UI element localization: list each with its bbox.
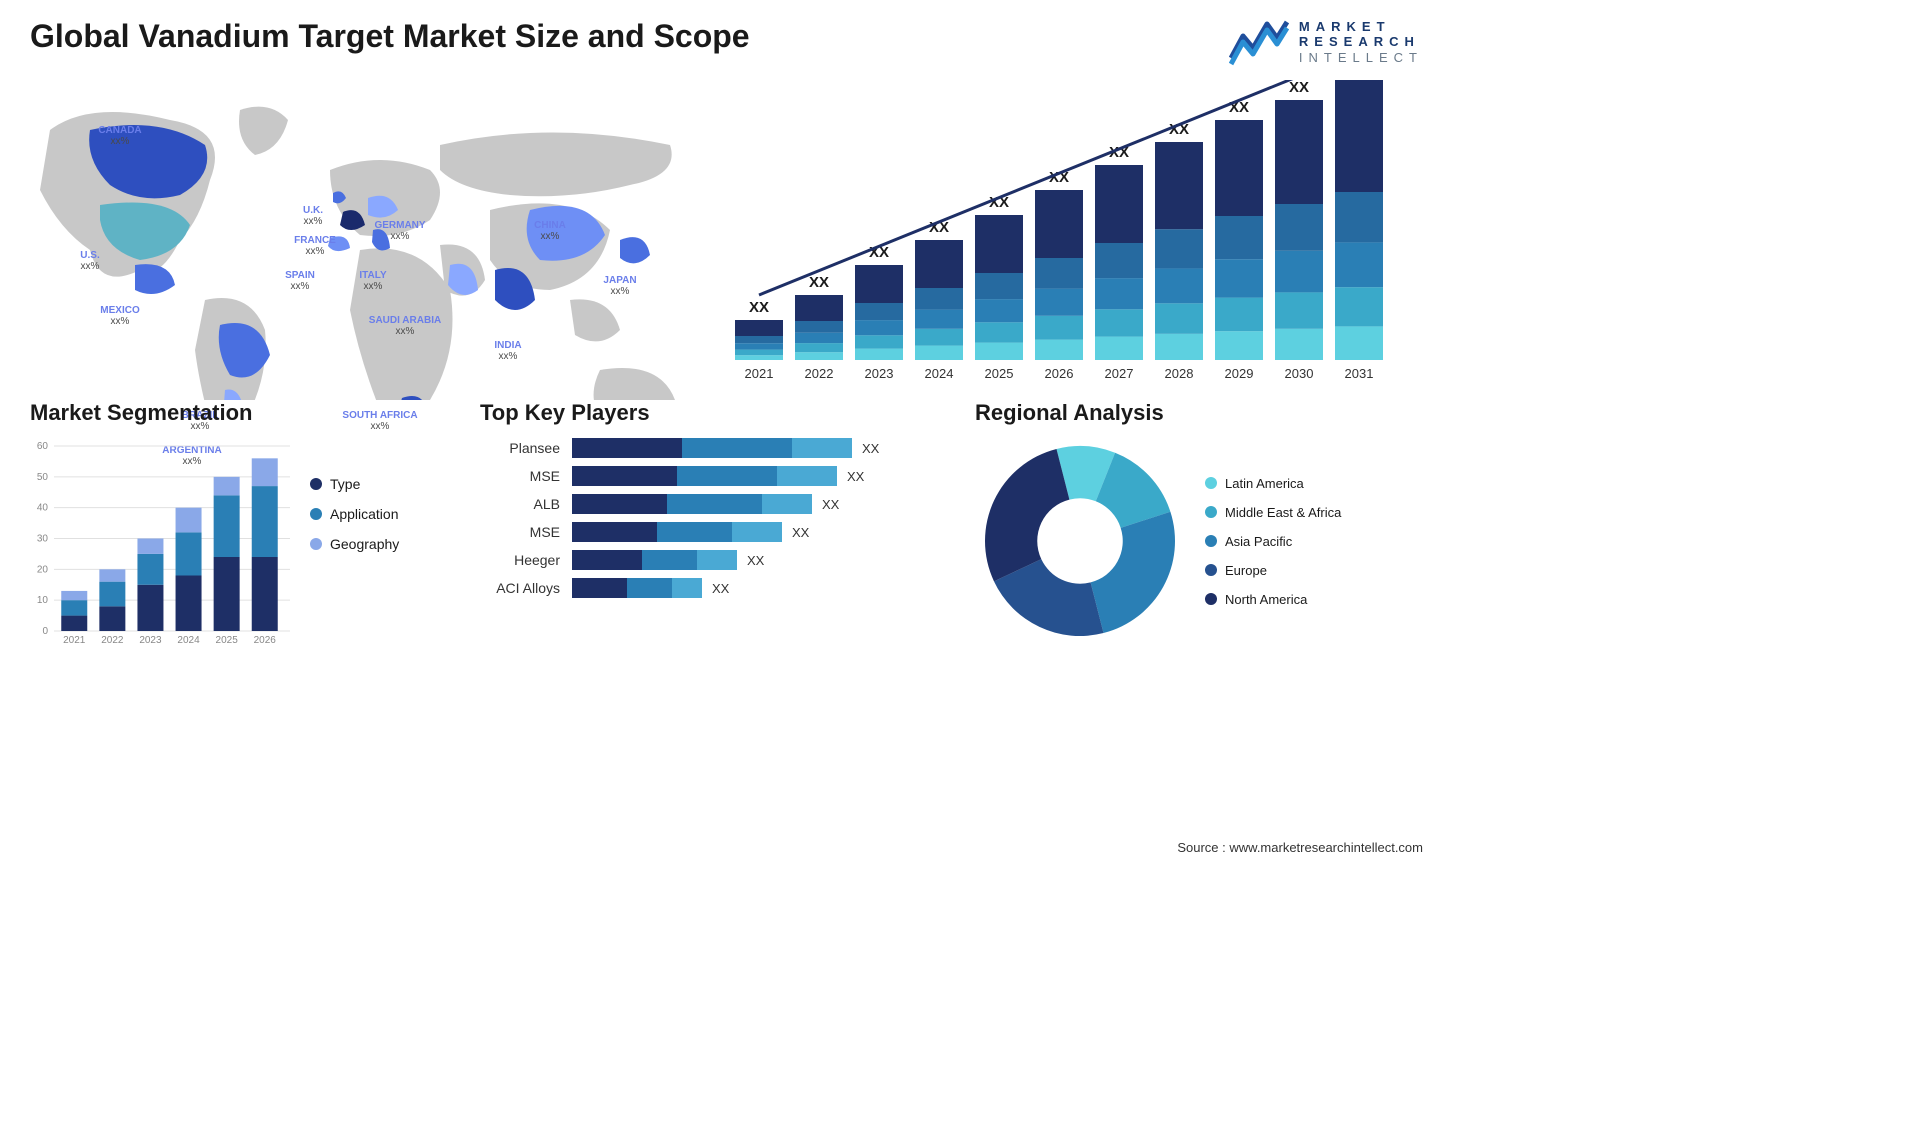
svg-text:2024: 2024 xyxy=(925,366,954,381)
seg-legend-geography: Geography xyxy=(310,536,399,552)
player-value: XX xyxy=(747,553,764,568)
svg-text:0: 0 xyxy=(42,626,48,637)
player-value: XX xyxy=(792,525,809,540)
svg-text:2025: 2025 xyxy=(216,635,239,646)
svg-text:10: 10 xyxy=(37,595,49,606)
player-row-alb: ALB XX xyxy=(480,494,940,514)
regional-section: Regional Analysis Latin America Middle Ea… xyxy=(975,400,1425,646)
logo-icon xyxy=(1229,18,1289,66)
map-label-canada: CANADAxx% xyxy=(98,125,141,147)
player-value: XX xyxy=(822,497,839,512)
player-name: Heeger xyxy=(480,552,560,568)
svg-text:2021: 2021 xyxy=(63,635,86,646)
svg-text:2026: 2026 xyxy=(254,635,277,646)
player-bar xyxy=(572,438,852,458)
svg-text:2021: 2021 xyxy=(745,366,774,381)
svg-text:30: 30 xyxy=(37,534,49,545)
map-label-italy: ITALYxx% xyxy=(359,270,386,292)
world-map: CANADAxx%U.S.xx%MEXICOxx%BRAZILxx%ARGENT… xyxy=(30,90,690,400)
player-row-aci-alloys: ACI Alloys XX xyxy=(480,578,940,598)
player-name: Plansee xyxy=(480,440,560,456)
logo-line2: RESEARCH xyxy=(1299,34,1423,50)
region-legend-latin-america: Latin America xyxy=(1205,476,1341,491)
map-label-saudi-arabia: SAUDI ARABIAxx% xyxy=(369,315,441,337)
player-row-mse: MSE XX xyxy=(480,522,940,542)
seg-legend-application: Application xyxy=(310,506,399,522)
svg-text:2028: 2028 xyxy=(1165,366,1194,381)
player-bar xyxy=(572,466,837,486)
region-legend-middle-east-africa: Middle East & Africa xyxy=(1205,505,1341,520)
svg-text:20: 20 xyxy=(37,564,49,575)
map-label-spain: SPAINxx% xyxy=(285,270,315,292)
svg-text:2025: 2025 xyxy=(985,366,1014,381)
logo-line3: INTELLECT xyxy=(1299,50,1423,66)
svg-text:2026: 2026 xyxy=(1045,366,1074,381)
map-label-india: INDIAxx% xyxy=(494,340,521,362)
seg-legend-type: Type xyxy=(310,476,399,492)
player-bar xyxy=(572,550,737,570)
svg-text:2023: 2023 xyxy=(865,366,894,381)
region-legend-europe: Europe xyxy=(1205,563,1341,578)
svg-text:2029: 2029 xyxy=(1225,366,1254,381)
svg-text:XX: XX xyxy=(749,299,769,316)
source-text: Source : www.marketresearchintellect.com xyxy=(1177,840,1423,855)
map-label-germany: GERMANYxx% xyxy=(374,220,425,242)
svg-text:2030: 2030 xyxy=(1285,366,1314,381)
regional-legend: Latin America Middle East & Africa Asia Pa… xyxy=(1205,476,1341,607)
map-label-china: CHINAxx% xyxy=(534,220,566,242)
svg-text:50: 50 xyxy=(37,472,49,483)
player-row-heeger: Heeger XX xyxy=(480,550,940,570)
players-title: Top Key Players xyxy=(480,400,940,426)
player-row-mse: MSE XX xyxy=(480,466,940,486)
map-label-france: FRANCExx% xyxy=(294,235,336,257)
player-name: ALB xyxy=(480,496,560,512)
regional-title: Regional Analysis xyxy=(975,400,1425,426)
players-section: Top Key Players Plansee XX MSE XX ALB XX MSE XX… xyxy=(480,400,940,606)
map-label-mexico: MEXICOxx% xyxy=(100,305,139,327)
svg-text:40: 40 xyxy=(37,503,49,514)
svg-text:2027: 2027 xyxy=(1105,366,1134,381)
player-row-plansee: Plansee XX xyxy=(480,438,940,458)
brand-logo: MARKET RESEARCH INTELLECT xyxy=(1229,18,1423,66)
player-value: XX xyxy=(847,469,864,484)
svg-text:60: 60 xyxy=(37,441,49,452)
player-name: MSE xyxy=(480,524,560,540)
player-bar xyxy=(572,494,812,514)
logo-line1: MARKET xyxy=(1299,19,1423,35)
segmentation-legend: Type Application Geography xyxy=(310,436,399,651)
region-legend-north-america: North America xyxy=(1205,592,1341,607)
map-label-japan: JAPANxx% xyxy=(603,275,636,297)
svg-text:2031: 2031 xyxy=(1345,366,1374,381)
player-name: ACI Alloys xyxy=(480,580,560,596)
player-bar xyxy=(572,522,782,542)
segmentation-section: Market Segmentation 0 10 20 30 40 50 60 2021 202… xyxy=(30,400,450,651)
page-title: Global Vanadium Target Market Size and S… xyxy=(30,18,750,55)
segmentation-title: Market Segmentation xyxy=(30,400,450,426)
svg-text:XX: XX xyxy=(1289,80,1309,96)
growth-chart: XX2021XX2022XX2023XX2024XX2025XX2026XX20… xyxy=(720,80,1420,385)
player-value: XX xyxy=(712,581,729,596)
player-bar xyxy=(572,578,702,598)
svg-text:2023: 2023 xyxy=(139,635,162,646)
player-name: MSE xyxy=(480,468,560,484)
map-label-u-s-: U.S.xx% xyxy=(80,250,99,272)
region-legend-asia-pacific: Asia Pacific xyxy=(1205,534,1341,549)
map-label-u-k-: U.K.xx% xyxy=(303,205,323,227)
svg-text:2024: 2024 xyxy=(177,635,200,646)
svg-text:2022: 2022 xyxy=(101,635,124,646)
svg-text:2022: 2022 xyxy=(805,366,834,381)
svg-text:XX: XX xyxy=(809,274,829,291)
player-value: XX xyxy=(862,441,879,456)
